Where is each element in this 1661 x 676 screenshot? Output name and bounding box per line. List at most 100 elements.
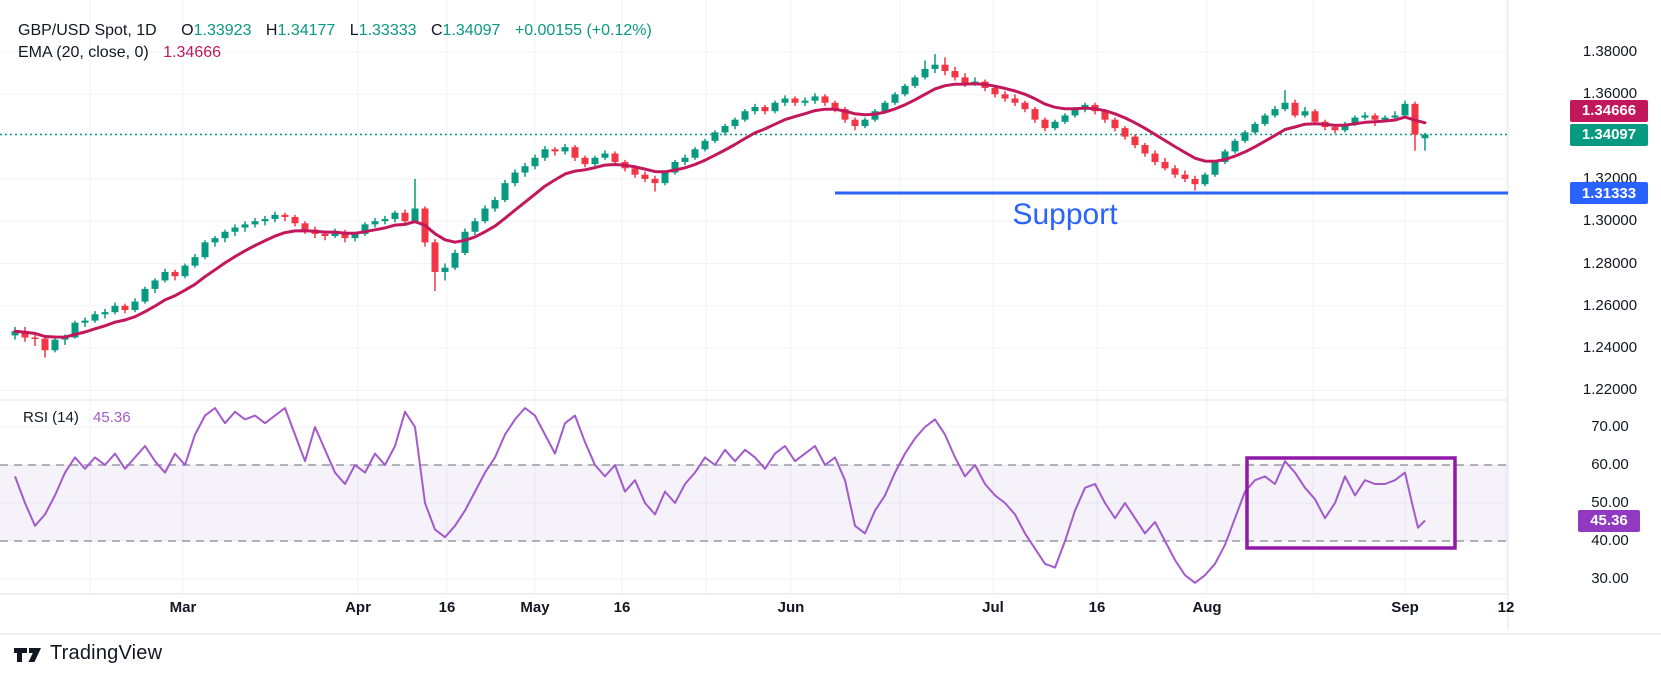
candle-body [1021, 102, 1029, 110]
ema-legend-row: EMA (20, close, 0) 1.34666 [18, 42, 652, 64]
candle-body [51, 339, 59, 351]
highlight-rectangle[interactable] [1245, 456, 1457, 550]
ema-value: 1.34666 [163, 44, 222, 61]
time-tick-label: 16 [438, 599, 456, 616]
tradingview-logo-icon[interactable] [14, 645, 41, 663]
candle-body [641, 174, 649, 179]
time-tick-label: Apr [345, 599, 371, 616]
candle-body [101, 312, 109, 315]
ema-line[interactable] [13, 82, 1427, 339]
price-axis[interactable]: 1.38000 1.36000 1.32000 1.30000 1.28000 1.260… [1508, 0, 1661, 630]
time-tick-label: 16 [613, 599, 631, 616]
candle-body [1191, 178, 1199, 185]
candle-body [1281, 102, 1289, 110]
candle-body [831, 102, 839, 110]
open-label: O [181, 22, 194, 39]
candle-body [1371, 115, 1379, 120]
ema-price-badge: 1.34666 [1570, 99, 1648, 122]
candle-body [91, 314, 99, 321]
candle-body [881, 102, 889, 112]
candle-body [751, 106, 759, 112]
candle-body [371, 221, 379, 225]
high-value: 1.34177 [277, 22, 336, 39]
candle-body [1001, 94, 1009, 99]
close-label: C [430, 22, 443, 39]
candle-body [591, 157, 599, 165]
price-tick-label: 1.24000 [1582, 339, 1638, 357]
candle-body [161, 271, 169, 281]
candle-body [1341, 123, 1349, 131]
candle-body [891, 94, 899, 103]
support-text-label[interactable]: Support [1012, 198, 1118, 231]
symbol-title[interactable]: GBP/USD Spot, 1D [18, 22, 157, 39]
candle-body [911, 77, 919, 86]
price-tick-label: 1.26000 [1582, 296, 1638, 314]
low-value: 1.33333 [358, 22, 417, 39]
candle-body [661, 172, 669, 184]
time-tick-label: 12 [1497, 599, 1515, 616]
rsi-legend[interactable]: RSI (14) 45.36 [23, 409, 131, 426]
footer-bar: TradingView [14, 642, 162, 665]
candle-body [1121, 128, 1129, 137]
candle-body [601, 153, 609, 158]
candle-body [471, 221, 479, 232]
candle-body [671, 161, 679, 173]
symbol-legend[interactable]: GBP/USD Spot, 1D O1.33923 H1.34177 L1.33… [18, 20, 652, 64]
candle-body [771, 102, 779, 112]
candle-body [221, 231, 229, 239]
candle-body [491, 200, 499, 209]
candle-body [821, 96, 829, 103]
tradingview-brand-text[interactable]: TradingView [50, 642, 163, 664]
candle-body [791, 98, 799, 103]
candle-body [501, 183, 509, 201]
time-tick-label: May [520, 599, 550, 616]
price-tick-label: 1.22000 [1582, 381, 1638, 399]
candle-body [811, 96, 819, 101]
time-tick-label: Mar [169, 599, 197, 616]
candle-body [541, 149, 549, 158]
candle-body [1161, 161, 1169, 169]
price-tick-label: 30.00 [1591, 570, 1629, 587]
price-tick-label: 1.36000 [1582, 85, 1638, 103]
candle-body [1291, 102, 1299, 116]
candle-body [231, 227, 239, 232]
candle-body [71, 322, 79, 338]
time-tick-label: Jun [777, 599, 805, 616]
last-price-badge: 1.34097 [1570, 123, 1648, 146]
candle-body [1131, 136, 1139, 146]
ema-label[interactable]: EMA (20, close, 0) [18, 44, 149, 61]
candle-body [1301, 111, 1309, 116]
rsi-line[interactable] [14, 407, 1426, 584]
time-tick-label: Aug [1192, 599, 1222, 616]
candle-body [1361, 115, 1369, 118]
candle-body [1071, 109, 1079, 116]
candle-body [81, 320, 89, 323]
candle-body [1351, 117, 1359, 124]
candle-body [261, 219, 269, 222]
candle-body [721, 126, 729, 133]
time-tick-label: Jul [982, 599, 1004, 616]
candle-body [341, 231, 349, 239]
price-tick-label: 40.00 [1591, 532, 1629, 549]
candle-body [271, 214, 279, 220]
candle-body [411, 208, 419, 222]
candle-body [901, 85, 909, 95]
open-value: 1.33923 [193, 22, 252, 39]
candle-body [131, 301, 139, 311]
candle-body [41, 338, 49, 351]
candle-body [631, 168, 639, 175]
candle-body [21, 331, 29, 338]
candle-body [801, 100, 809, 103]
candle-body [1101, 111, 1109, 120]
candle-body [1311, 111, 1319, 122]
time-axis[interactable]: Mar Apr 16 May 16 Jun Jul 16 Aug Sep 12 [0, 599, 1515, 623]
candle-body [1061, 115, 1069, 122]
candle-body [781, 98, 789, 103]
rsi-band [0, 465, 1508, 541]
candle-body [1221, 151, 1229, 162]
candle-body [1381, 117, 1389, 120]
rsi-value: 45.36 [93, 409, 131, 426]
price-tick-label: 50.00 [1591, 494, 1629, 511]
candle-body [1331, 127, 1339, 131]
